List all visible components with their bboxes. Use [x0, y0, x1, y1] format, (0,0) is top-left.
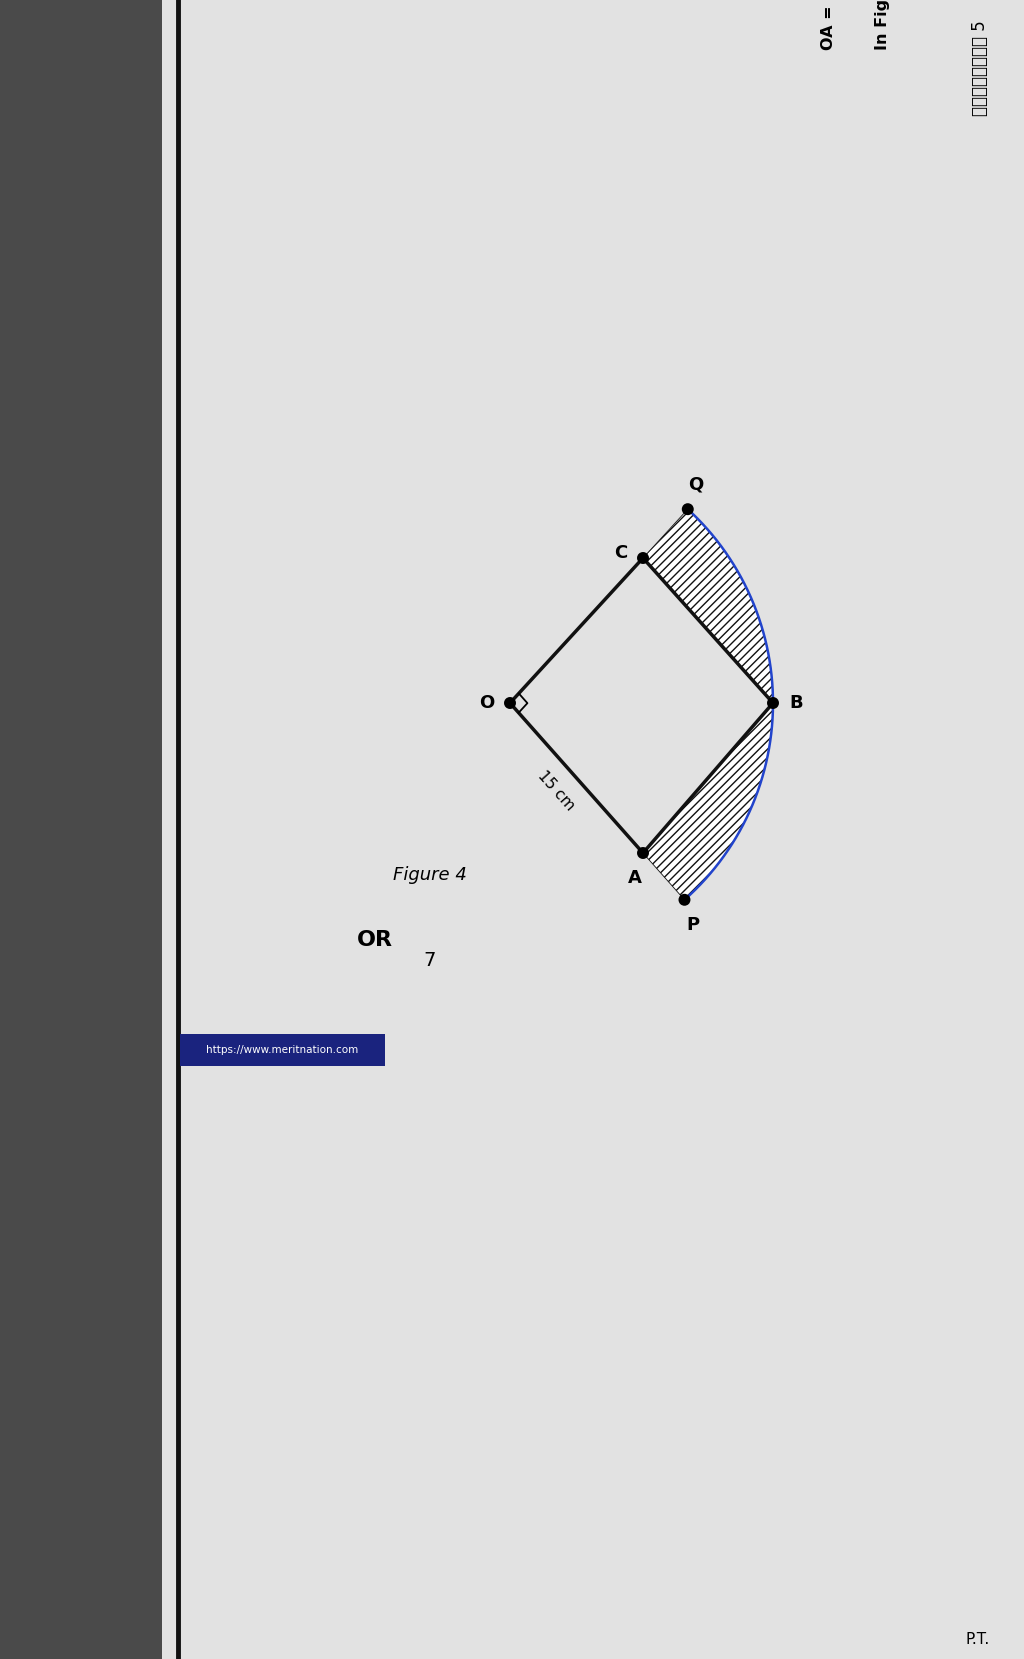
Text: O: O [479, 693, 494, 712]
Text: P.T.: P.T. [966, 1632, 990, 1647]
Text: https://www.meritnation.com: https://www.meritnation.com [207, 1045, 358, 1055]
Text: Q: Q [688, 474, 703, 493]
Text: P: P [686, 916, 699, 934]
Text: C: C [613, 544, 627, 562]
Text: OR: OR [357, 931, 393, 951]
Circle shape [680, 894, 689, 904]
Circle shape [683, 504, 693, 514]
Text: A: A [628, 869, 642, 888]
Circle shape [505, 698, 515, 708]
Polygon shape [643, 703, 773, 899]
Circle shape [638, 848, 648, 858]
Circle shape [768, 698, 778, 708]
Circle shape [638, 552, 648, 562]
Text: 15 cm: 15 cm [536, 768, 578, 815]
Text: B: B [790, 693, 803, 712]
Polygon shape [643, 509, 773, 703]
Bar [180, 1034, 385, 1067]
Bar [0, 0, 162, 1659]
Text: Figure 4: Figure 4 [393, 866, 467, 884]
Text: In Figure 4, a square OABC is inscribed in a quadrant OPBQ. If: In Figure 4, a square OABC is inscribed … [874, 0, 890, 50]
Text: अनुच्छेद 5: अनुच्छेद 5 [971, 20, 989, 116]
Text: 7: 7 [424, 951, 436, 969]
Text: OA = 15 cm, find the area of the shaded region. (Use π = 3·14): OA = 15 cm, find the area of the shaded … [820, 0, 836, 50]
Bar [162, 0, 1024, 1659]
